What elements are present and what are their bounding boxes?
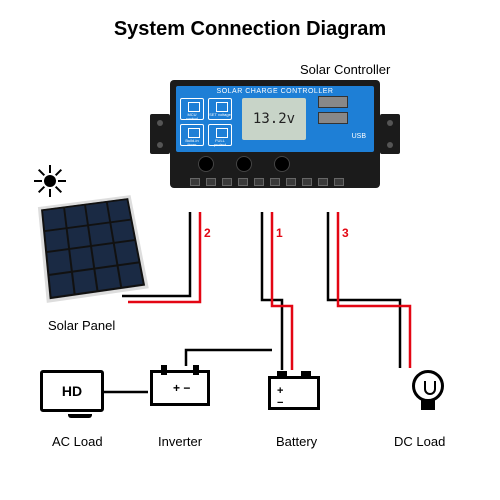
terminal-icon [238,178,248,186]
dc-load-label: DC Load [394,434,445,449]
diagram-stage: System Connection Diagram Solar Controll… [0,0,500,500]
battery-label: Battery [276,434,317,449]
terminal-icon [270,178,280,186]
terminal-icon [222,178,232,186]
battery: + − [268,370,348,430]
mount-ear-left [150,114,170,154]
terminal-icon [206,178,216,186]
controller-button [236,156,252,172]
controller-button [274,156,290,172]
page-title: System Connection Diagram [0,0,500,41]
controller-faceplate: SOLAR CHARGE CONTROLLER MCU control SET … [176,86,374,152]
terminal-icon [254,178,264,186]
controller-button [198,156,214,172]
step-badge-2: 2 [204,226,211,240]
inverter: + − [150,370,230,430]
usb-port-icon [318,112,348,124]
usb-port-icon [318,96,348,108]
terminal-icon [318,178,328,186]
sun-icon [36,167,64,195]
lcd-display: 13.2v [242,98,306,140]
solar-panel-label: Solar Panel [48,318,115,333]
terminal-icon [190,178,200,186]
feature-set-icon: SET voltage [208,98,232,120]
ac-load-label: AC Load [52,434,103,449]
inverter-icon: + − [150,370,210,406]
ac-load: HD [40,370,120,430]
dc-load [388,370,468,430]
mount-ear-right [380,114,400,154]
solar-controller: SOLAR CHARGE CONTROLLER MCU control SET … [150,80,400,210]
button-row [198,156,290,172]
controller-label: Solar Controller [300,62,390,77]
usb-area: USB [318,96,368,136]
panel-icon [38,195,149,303]
feature-mcu-icon: MCU control [180,98,204,120]
bulb-icon [412,370,444,402]
terminal-icon [286,178,296,186]
faceplate-title: SOLAR CHARGE CONTROLLER [176,86,374,95]
step-badge-3: 3 [342,226,349,240]
feature-timer-icon: Build-in timer [180,124,204,146]
usb-label: USB [352,133,366,140]
terminal-row [190,178,344,186]
solar-panel [30,185,148,310]
terminal-icon [302,178,312,186]
tv-icon: HD [40,370,104,412]
step-badge-1: 1 [276,226,283,240]
battery-icon: + − [268,376,320,410]
inverter-label: Inverter [158,434,202,449]
terminal-icon [334,178,344,186]
feature-protect-icon: FULL protect [208,124,232,146]
